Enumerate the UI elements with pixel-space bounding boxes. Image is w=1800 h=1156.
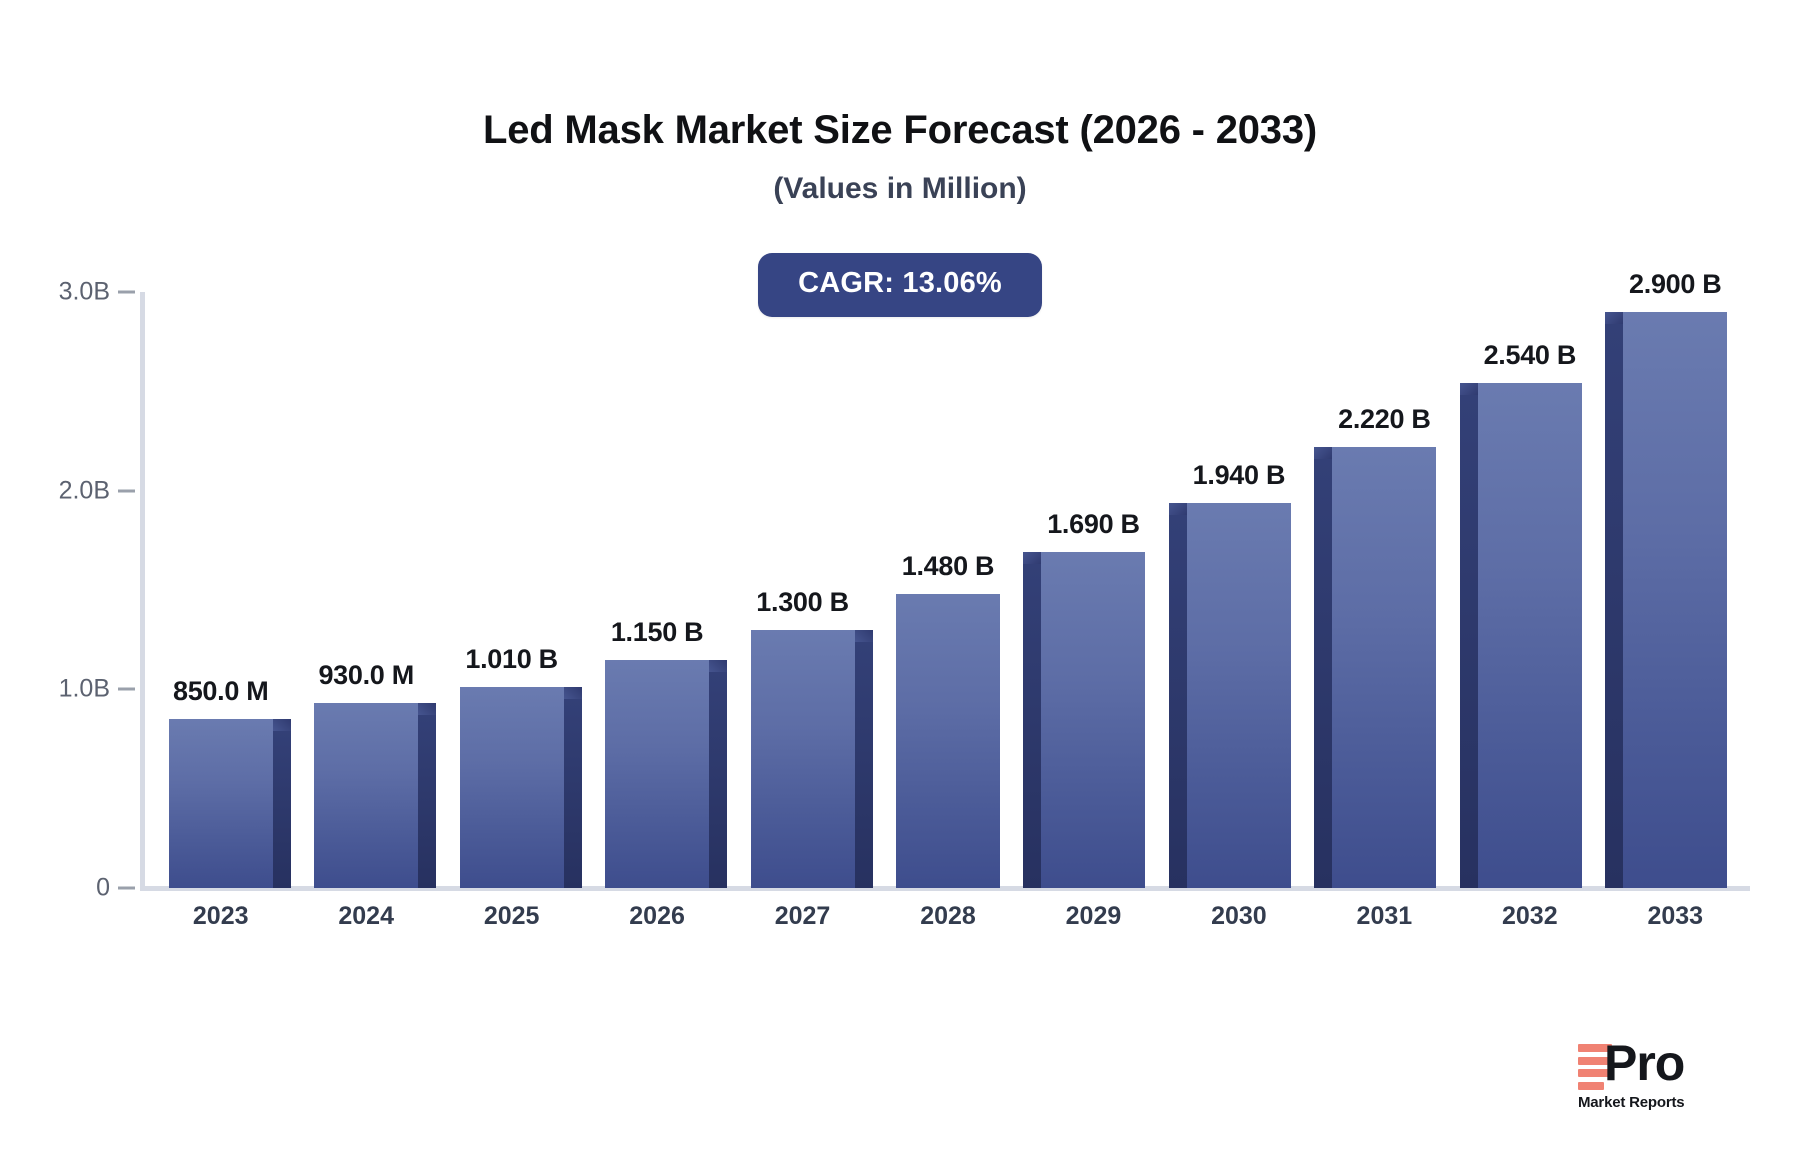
bar-top-face	[1023, 552, 1042, 565]
bar-side-face	[1168, 514, 1187, 888]
bar-side-face	[1459, 395, 1478, 888]
y-axis-line	[140, 292, 145, 890]
bar-value-label: 850.0 M	[172, 676, 269, 707]
logo-bars-icon	[1578, 1044, 1614, 1090]
x-axis-category-label: 2023	[192, 902, 249, 930]
bar[interactable]: 2.220 B	[1314, 404, 1437, 888]
x-axis-category-label: 2025	[483, 902, 540, 930]
bar-front-face	[1623, 311, 1728, 888]
bar[interactable]: 850.0 M	[168, 676, 291, 888]
bar-top-face	[854, 629, 873, 642]
x-axis-category-label: 2027	[774, 902, 831, 930]
bar[interactable]: 1.480 B	[896, 551, 1000, 888]
y-tick-label: 2.0B	[58, 476, 110, 505]
bar-front-face	[750, 629, 855, 888]
bar-top-face	[1605, 311, 1624, 324]
bar-value-label: 2.220 B	[1338, 403, 1431, 434]
bar-side-face	[272, 731, 291, 888]
bar-value-label: 1.480 B	[901, 550, 995, 581]
x-axis-category-label: 2030	[1211, 902, 1267, 930]
y-tick-label: 0	[96, 873, 110, 902]
bar[interactable]: 1.010 B	[459, 644, 582, 888]
cagr-badge: CAGR: 13.06%	[758, 253, 1042, 317]
y-tick-mark	[118, 687, 135, 691]
x-axis-category-label: 2032	[1502, 902, 1558, 930]
bar[interactable]: 930.0 M	[314, 660, 437, 888]
x-axis-category-label: 2033	[1647, 902, 1704, 930]
bar-front-face	[1332, 446, 1437, 888]
bar-top-face	[418, 703, 437, 716]
logo-name: Pro	[1604, 1035, 1685, 1091]
bar-value-label: 1.300 B	[756, 586, 849, 617]
bar-front-face	[896, 593, 1000, 888]
page-title: Led Mask Market Size Forecast (2026 - 20…	[482, 108, 1318, 152]
bar-value-label: 1.690 B	[1047, 509, 1140, 540]
bar-front-face	[605, 659, 710, 888]
bar-front-face	[1186, 502, 1291, 888]
bar-top-face	[1459, 383, 1478, 396]
bar-value-label: 2.540 B	[1483, 340, 1577, 371]
bar[interactable]: 1.690 B	[1023, 509, 1146, 888]
x-axis-line	[140, 886, 1750, 891]
bar-front-face	[459, 687, 564, 888]
bar-side-face	[1023, 564, 1042, 888]
x-axis-category-label: 2031	[1356, 902, 1413, 930]
bar-value-label: 1.150 B	[610, 616, 704, 647]
bar-side-face	[563, 699, 582, 888]
bar-top-face	[563, 687, 582, 700]
bar-side-face	[1314, 458, 1333, 888]
bar-value-label: 930.0 M	[318, 660, 414, 691]
bar-top-face	[1168, 502, 1187, 515]
y-tick-mark	[118, 886, 135, 890]
bar-side-face	[418, 715, 437, 888]
bar-front-face	[1041, 552, 1146, 888]
bar-top-face	[272, 719, 291, 732]
cagr-badge-wrapper: CAGR: 13.06%	[0, 253, 1800, 317]
bar-value-label: 2.900 B	[1629, 268, 1722, 299]
x-axis-category-label: 2026	[629, 902, 685, 930]
bar[interactable]: 2.540 B	[1459, 340, 1582, 888]
bar-value-label: 1.010 B	[465, 644, 558, 675]
bar-top-face	[1314, 446, 1333, 459]
y-tick-mark	[118, 489, 135, 493]
brand-logo: Pro Market Reports	[1578, 1038, 1738, 1114]
page-subtitle: (Values in Million)	[773, 172, 1027, 205]
bar[interactable]: 1.940 B	[1168, 460, 1291, 888]
bar-series: 850.0 M 930.0 M 1.010 B 1.150 B 1.300 B 1.480…	[148, 269, 1748, 888]
bar-front-face	[168, 719, 273, 888]
x-axis-category-label: 2028	[920, 902, 976, 930]
bar[interactable]: 1.300 B	[750, 587, 873, 888]
bar-front-face	[314, 703, 419, 888]
logo-tagline: Market Reports	[1578, 1094, 1685, 1111]
bar-value-label: 1.940 B	[1192, 459, 1286, 490]
bar[interactable]: 1.150 B	[605, 617, 728, 888]
y-tick-label: 3.0B	[58, 277, 110, 306]
bar-top-face	[709, 659, 728, 672]
y-tick-mark	[118, 290, 135, 294]
y-tick-label: 1.0B	[58, 674, 110, 703]
bar[interactable]: 2.900 B	[1605, 269, 1728, 888]
bar-side-face	[1605, 323, 1624, 888]
bar-front-face	[1477, 383, 1582, 888]
bar-side-face	[709, 671, 728, 888]
x-axis-category-label: 2029	[1065, 902, 1122, 930]
bar-side-face	[854, 641, 873, 888]
x-axis-category-label: 2024	[338, 902, 394, 930]
